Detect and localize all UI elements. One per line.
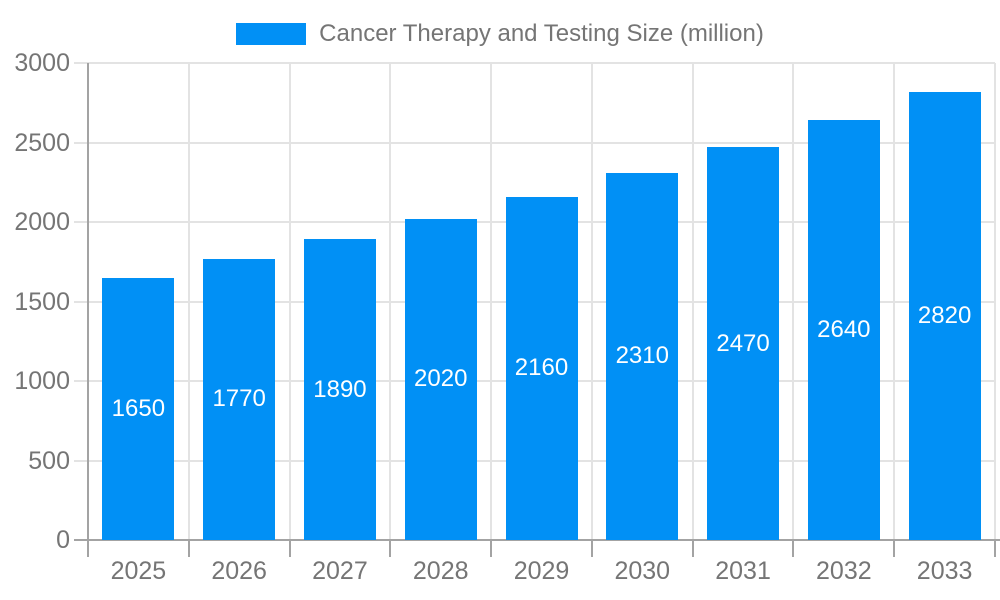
x-gridline — [490, 63, 493, 540]
bar-2025[interactable] — [102, 277, 175, 540]
bar-2032[interactable] — [807, 120, 880, 540]
x-axis-tick-label-2028: 2028 — [412, 557, 469, 585]
x-gridline — [389, 63, 392, 540]
x-axis-line — [74, 539, 1000, 541]
bar-2027[interactable] — [303, 239, 376, 540]
x-gridline — [288, 63, 291, 540]
x-gridline — [187, 63, 190, 540]
bar-value-label-2026: 1770 — [212, 385, 266, 413]
bar-2031[interactable] — [707, 147, 780, 540]
y-gridline — [74, 62, 995, 64]
x-gridline — [691, 63, 694, 540]
x-axis-tick — [490, 540, 493, 557]
x-axis-tick-label-2026: 2026 — [211, 557, 267, 585]
x-axis-tick — [792, 540, 795, 557]
y-axis-tick-label: 3000 — [14, 49, 70, 77]
bar-value-label-2030: 2310 — [615, 342, 669, 370]
y-axis-tick-label: 1500 — [14, 287, 70, 316]
bar-value-label-2027: 1890 — [313, 375, 367, 403]
x-axis-tick-label-2032: 2032 — [816, 557, 872, 585]
x-gridline — [994, 63, 996, 540]
x-axis-tick — [187, 540, 190, 557]
x-axis-tick-label-2027: 2027 — [312, 557, 368, 585]
x-axis-tick-label-2029: 2029 — [513, 557, 570, 585]
x-axis-tick — [893, 540, 896, 557]
x-axis-tick — [590, 540, 593, 557]
x-axis-tick — [288, 540, 291, 557]
x-gridline — [792, 63, 795, 540]
x-axis-tick-label-2033: 2033 — [916, 557, 973, 585]
y-axis-tick-label: 2500 — [14, 128, 70, 157]
legend-label: Cancer Therapy and Testing Size (million… — [319, 20, 764, 47]
x-axis-tick-label-2025: 2025 — [110, 557, 167, 585]
bar-2026[interactable] — [203, 258, 276, 540]
y-axis-tick-label: 2000 — [14, 208, 70, 236]
x-axis-tick-label-2030: 2030 — [614, 557, 671, 585]
bar-2030[interactable] — [606, 172, 679, 540]
bar-value-label-2029: 2160 — [514, 354, 569, 382]
y-gridline — [74, 141, 995, 144]
y-axis-line — [87, 63, 89, 557]
x-axis-tick — [691, 540, 694, 557]
x-axis-tick — [389, 540, 392, 557]
bar-value-label-2033: 2820 — [917, 301, 972, 329]
bar-value-label-2032: 2640 — [817, 316, 871, 344]
x-gridline — [590, 63, 593, 540]
x-gridline — [893, 63, 896, 540]
bar-value-label-2025: 1650 — [111, 394, 166, 422]
y-axis-tick-label: 1000 — [14, 367, 70, 395]
chart-legend[interactable]: Cancer Therapy and Testing Size (million… — [0, 20, 1000, 48]
y-axis-tick-label: 0 — [56, 526, 70, 554]
bar-value-label-2028: 2020 — [414, 365, 468, 393]
bar-2033[interactable] — [908, 91, 981, 540]
bar-value-label-2031: 2470 — [716, 329, 770, 357]
x-axis-tick-label-2031: 2031 — [715, 557, 771, 585]
y-axis-tick-label: 500 — [28, 446, 70, 475]
legend-swatch — [236, 23, 307, 45]
bar-2029[interactable] — [505, 196, 578, 540]
x-axis-tick — [994, 540, 996, 557]
bar-2028[interactable] — [404, 218, 477, 540]
